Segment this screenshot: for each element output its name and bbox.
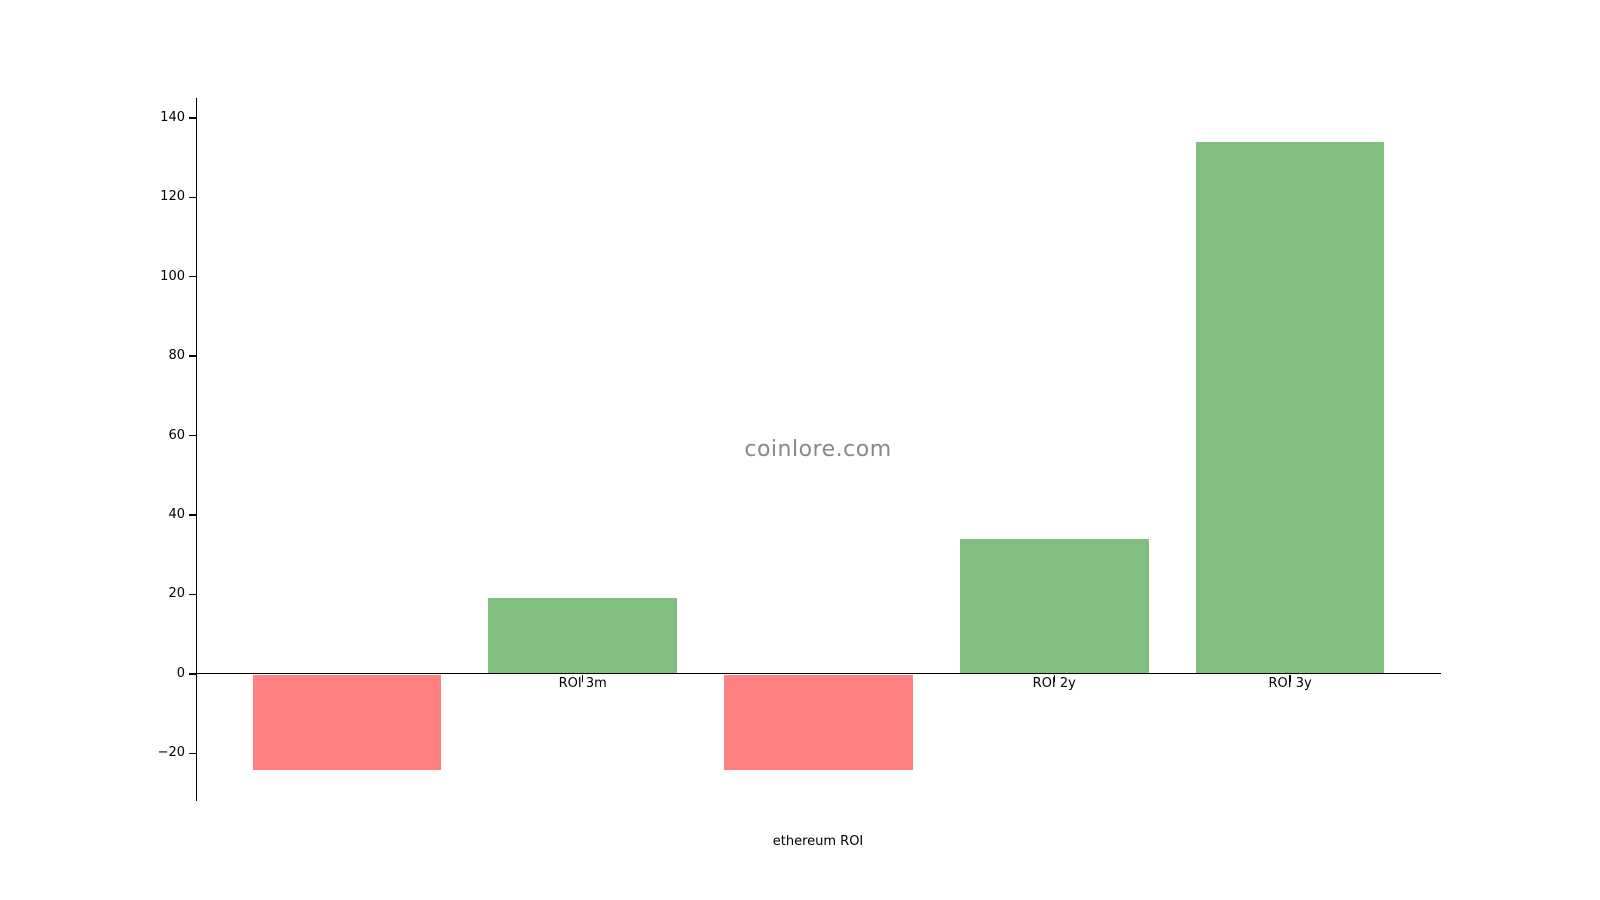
x-tick-label: ROI 3y bbox=[1268, 675, 1312, 691]
y-tick-mark bbox=[189, 514, 196, 516]
x-tick-label: ROI 3m bbox=[558, 675, 607, 691]
x-tick-mark bbox=[1053, 674, 1056, 682]
y-tick-label: 60 bbox=[168, 427, 185, 443]
y-tick-label: 20 bbox=[168, 586, 185, 602]
y-tick-label: 100 bbox=[160, 268, 185, 284]
x-axis-spine bbox=[196, 672, 1441, 674]
bar bbox=[724, 674, 913, 771]
y-tick-mark bbox=[189, 434, 196, 437]
bar bbox=[252, 674, 442, 771]
y-tick-mark bbox=[189, 196, 196, 199]
bar-roi-3y bbox=[1195, 141, 1385, 674]
y-tick-mark bbox=[189, 275, 196, 278]
y-tick-label: −20 bbox=[157, 745, 185, 761]
bar-roi-2y bbox=[959, 538, 1149, 674]
y-tick-mark bbox=[189, 673, 196, 675]
y-tick-label: 0 bbox=[176, 665, 185, 681]
y-tick-mark bbox=[189, 355, 196, 357]
y-tick-label: 80 bbox=[168, 348, 185, 364]
y-tick-mark bbox=[189, 593, 196, 596]
bar-roi-3m bbox=[488, 598, 677, 674]
y-axis-spine bbox=[195, 98, 197, 801]
x-tick-mark bbox=[581, 674, 584, 682]
y-tick-label: 40 bbox=[168, 507, 185, 523]
x-tick-mark bbox=[1289, 674, 1291, 682]
y-tick-label: 140 bbox=[160, 109, 185, 125]
y-tick-mark bbox=[189, 117, 196, 119]
x-tick-label: ROI 2y bbox=[1032, 675, 1076, 691]
watermark-text: coinlore.com bbox=[744, 437, 892, 462]
y-tick-label: 120 bbox=[160, 189, 185, 205]
y-tick-mark bbox=[189, 752, 196, 755]
x-axis-title: ethereum ROI bbox=[772, 834, 864, 849]
